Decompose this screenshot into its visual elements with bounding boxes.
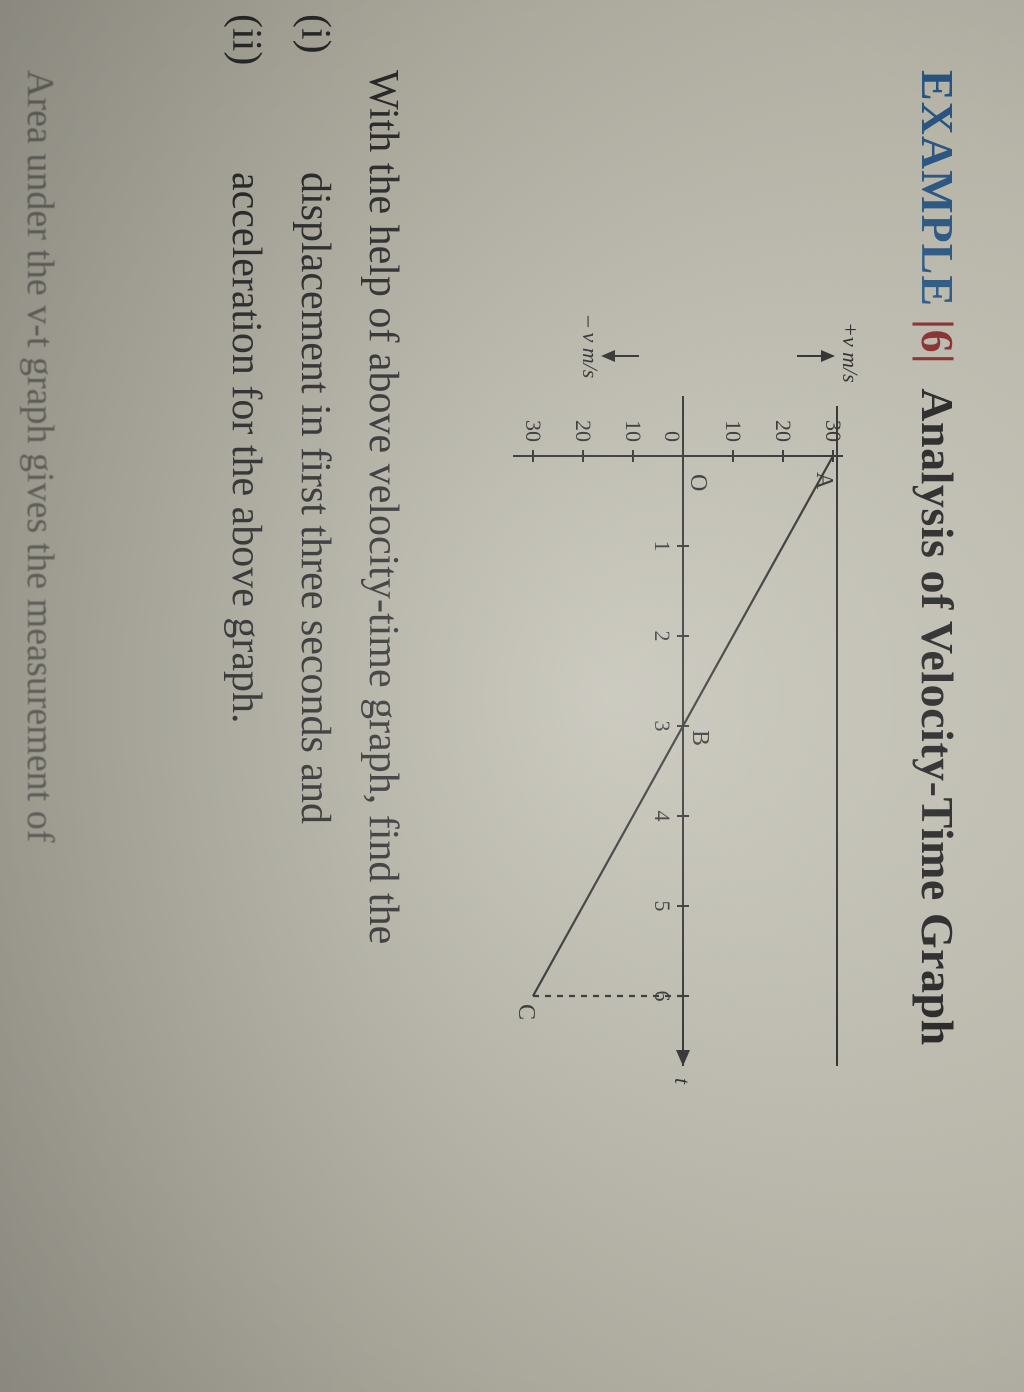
origin-zero: 0 (660, 431, 685, 442)
y-neg-axis-label: – v m/s (578, 315, 603, 378)
y-neg-20: 20 (571, 420, 596, 442)
y-pos-10: 10 (721, 420, 746, 442)
heading-title: Analysis of Velocity-Time Graph (912, 388, 963, 1045)
bar-close: | (911, 354, 964, 365)
x-axis-label: t (670, 1078, 695, 1085)
x-tick-4: 4 (650, 811, 675, 822)
x-tick-1: 1 (650, 541, 675, 552)
example-number: 6 (912, 330, 963, 354)
question-i: (i)displacement in first three seconds a… (281, 70, 348, 1322)
question-ii-text: acceleration for the above graph. (223, 172, 269, 724)
cutoff-tail: graph gives the measurement of (19, 357, 61, 842)
velocity-time-graph: 1 2 3 4 5 6 10 20 30 (443, 70, 883, 1322)
cutoff-prefix: Area under the v-t (19, 70, 61, 348)
point-C-label: C (513, 1004, 539, 1020)
question-i-num: (i) (281, 98, 348, 172)
cutoff-text: Area under the v-t graph gives the measu… (18, 70, 62, 1322)
y-neg-arrow (601, 350, 615, 362)
bar-open: | (911, 319, 964, 330)
question-i-text: displacement in first three seconds and (292, 172, 338, 824)
example-heading: EXAMPLE |6| Analysis of Velocity-Time Gr… (911, 70, 964, 1322)
y-pos-20: 20 (771, 420, 796, 442)
example-word: EXAMPLE (912, 70, 963, 307)
y-pos-30: 30 (821, 420, 846, 442)
question-ii: (ii)acceleration for the above graph. (212, 70, 279, 1322)
y-pos-axis-label: +v m/s (838, 322, 863, 383)
y-neg-30: 30 (521, 420, 546, 442)
question-ii-num: (ii) (212, 98, 279, 172)
x-axis-arrow (676, 1050, 690, 1066)
y-pos-arrow (821, 350, 835, 362)
x-tick-2: 2 (650, 631, 675, 642)
x-tick-3: 3 (650, 721, 675, 732)
vt-graph-svg: 1 2 3 4 5 6 10 20 30 (443, 286, 883, 1106)
question-lead: With the help of above velocity-time gra… (350, 70, 415, 1322)
point-B-label: B (687, 730, 713, 746)
x-tick-5: 5 (650, 901, 675, 912)
y-neg-10: 10 (621, 420, 646, 442)
point-A-label: A (811, 472, 837, 490)
origin-label: O (685, 474, 711, 491)
